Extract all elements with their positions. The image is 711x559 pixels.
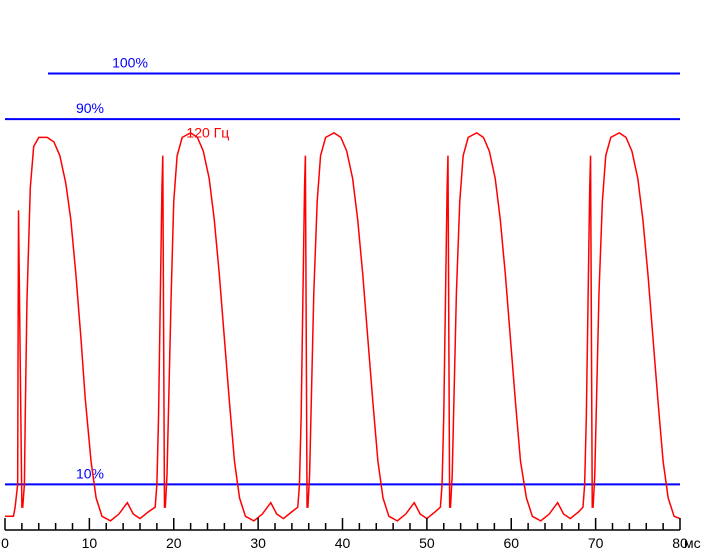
x-tick-label: 30 bbox=[250, 535, 266, 551]
reference-label-100: 100% bbox=[112, 54, 148, 70]
oscilloscope-chart: 100%90%10%120 Гц01020304050607080мс bbox=[0, 0, 711, 559]
x-tick-label: 50 bbox=[419, 535, 435, 551]
x-tick-label: 40 bbox=[335, 535, 351, 551]
series-label: 120 Гц bbox=[186, 124, 229, 140]
x-tick-label: 0 bbox=[1, 535, 9, 551]
waveform-series bbox=[5, 133, 680, 521]
x-tick-label: 70 bbox=[588, 535, 604, 551]
chart-svg: 100%90%10%120 Гц01020304050607080мс bbox=[0, 0, 711, 559]
x-tick-label: 20 bbox=[166, 535, 182, 551]
x-tick-label: 60 bbox=[503, 535, 519, 551]
reference-label-90: 90% bbox=[76, 100, 104, 116]
x-tick-label: 10 bbox=[82, 535, 98, 551]
reference-label-10: 10% bbox=[76, 465, 104, 481]
x-axis-unit-label: мс bbox=[684, 535, 701, 551]
